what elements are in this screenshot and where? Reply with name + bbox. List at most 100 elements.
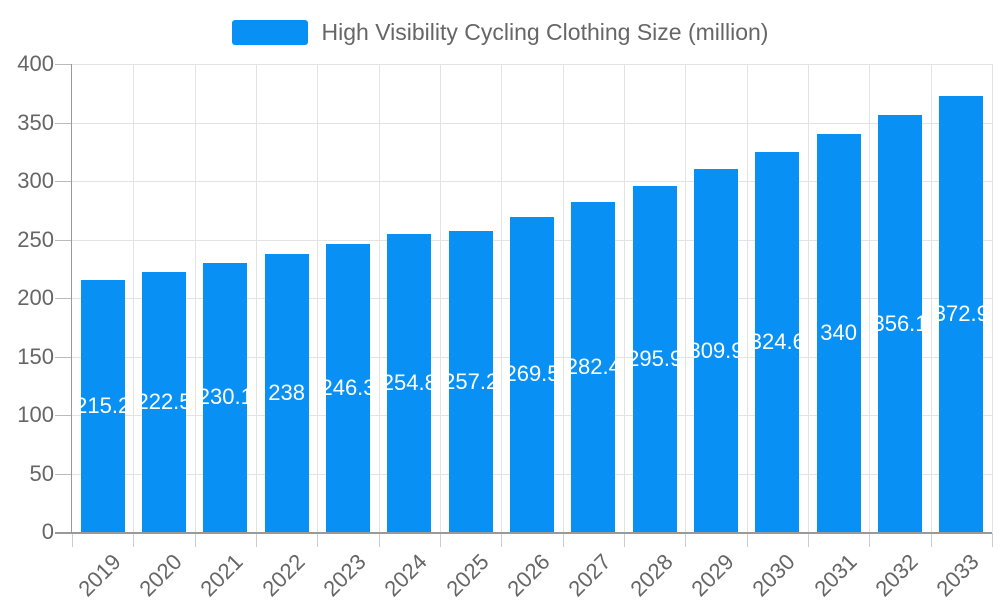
- x-gridline: [808, 64, 809, 532]
- bar[interactable]: 230.1: [203, 262, 248, 532]
- y-axis-tick-label: 350: [17, 109, 54, 135]
- x-axis-tick: [930, 533, 932, 547]
- bar[interactable]: 295.9: [632, 185, 677, 532]
- bar-value-label: 230.1: [203, 384, 248, 410]
- x-gridline: [624, 64, 625, 532]
- x-gridline: [746, 64, 748, 532]
- y-axis-line: [70, 64, 72, 532]
- legend-label: High Visibility Cycling Clothing Size (m…: [321, 19, 769, 45]
- x-axis-tick: [992, 533, 993, 547]
- bar[interactable]: 238: [264, 253, 309, 532]
- x-axis-category-label: 2027: [563, 549, 617, 600]
- bar[interactable]: 254.8: [387, 233, 432, 532]
- bar-value-label: 254.8: [387, 369, 432, 395]
- x-axis-category-label: 2029: [686, 549, 739, 600]
- x-axis-tick: [378, 533, 380, 547]
- x-gridline: [256, 64, 257, 532]
- bar-value-label: 269.5: [510, 361, 554, 387]
- bar[interactable]: 246.3: [326, 243, 370, 532]
- y-axis-tick-label: 100: [17, 402, 54, 427]
- x-gridline: [562, 64, 564, 532]
- y-axis-tick-label: 400: [17, 51, 54, 76]
- bar-value-label: 356.1: [878, 310, 922, 336]
- bar[interactable]: 257.2: [448, 231, 493, 532]
- bar-value-label: 246.3: [326, 374, 370, 400]
- x-axis-tick: [317, 533, 319, 547]
- bar-value-label: 257.2: [448, 368, 493, 394]
- x-gridline: [378, 64, 380, 532]
- x-gridline: [194, 64, 196, 532]
- legend-swatch-icon: [231, 19, 308, 45]
- x-axis-category-label: 2023: [318, 549, 371, 600]
- bar[interactable]: 356.1: [878, 115, 922, 532]
- y-axis-tick: [55, 415, 72, 416]
- y-axis-tick-label: 50: [29, 460, 54, 486]
- x-axis-tick: [72, 533, 73, 547]
- y-axis-tick-label: 300: [17, 168, 54, 193]
- bar-value-label: 309.9: [694, 337, 738, 363]
- y-axis-tick: [55, 181, 72, 182]
- bar-value-label: 295.9: [632, 345, 677, 371]
- bar[interactable]: 309.9: [694, 169, 738, 532]
- x-axis-category-label: 2025: [441, 549, 494, 600]
- x-axis-category-label: 2021: [195, 549, 249, 600]
- x-axis-tick: [869, 533, 871, 547]
- y-axis-tick: [55, 64, 72, 65]
- legend: High Visibility Cycling Clothing Size (m…: [0, 19, 1000, 45]
- bar[interactable]: 282.4: [571, 201, 616, 532]
- x-axis-tick: [133, 533, 135, 547]
- y-axis-tick: [55, 122, 72, 124]
- y-gridline: [72, 64, 992, 65]
- x-axis-tick: [440, 533, 441, 547]
- bar[interactable]: 269.5: [510, 216, 554, 532]
- x-axis-category-label: 2020: [134, 549, 187, 600]
- x-gridline: [930, 64, 932, 532]
- x-axis-tick: [624, 533, 625, 547]
- y-axis-tick: [55, 473, 72, 475]
- y-axis-tick: [55, 356, 72, 358]
- bar-value-label: 372.9: [939, 300, 984, 326]
- x-axis-category-label: 2022: [257, 549, 310, 600]
- x-axis-category-label: 2019: [73, 549, 126, 600]
- bar-value-label: 238: [268, 379, 306, 405]
- x-axis-tick: [562, 533, 564, 547]
- x-axis-tick: [256, 533, 257, 547]
- x-gridline: [869, 64, 871, 532]
- bar[interactable]: 372.9: [939, 95, 984, 532]
- x-axis-line: [55, 532, 992, 534]
- y-gridline: [72, 122, 992, 124]
- x-gridline: [317, 64, 319, 532]
- bar[interactable]: 324.6: [755, 152, 800, 532]
- x-axis-category-label: 2032: [870, 549, 923, 600]
- x-gridline: [440, 64, 441, 532]
- x-axis-tick: [501, 533, 503, 547]
- y-axis-tick: [55, 298, 72, 299]
- bar-value-label: 215.2: [80, 393, 125, 419]
- x-axis-category-label: 2028: [625, 549, 678, 600]
- x-axis-tick: [685, 533, 687, 547]
- bar-value-label: 222.5: [142, 388, 186, 414]
- y-gridline: [72, 181, 992, 182]
- x-axis-category-label: 2033: [931, 549, 985, 600]
- bar-value-label: 324.6: [755, 329, 800, 355]
- legend-item[interactable]: High Visibility Cycling Clothing Size (m…: [231, 19, 769, 45]
- x-gridline: [992, 64, 993, 532]
- y-axis-tick: [55, 239, 72, 241]
- y-axis-tick-label: 200: [17, 285, 54, 310]
- x-gridline: [685, 64, 687, 532]
- x-axis-tick: [194, 533, 196, 547]
- y-axis-tick-label: 0: [41, 519, 54, 544]
- bar-value-label: 282.4: [571, 353, 616, 379]
- bar-value-label: 340: [820, 320, 858, 346]
- bar[interactable]: 340: [816, 134, 861, 532]
- x-axis-category-label: 2024: [379, 549, 433, 600]
- x-axis-category-label: 2031: [809, 549, 862, 600]
- x-axis-tick: [808, 533, 809, 547]
- bar[interactable]: 222.5: [142, 271, 186, 532]
- bar[interactable]: 215.2: [80, 280, 125, 532]
- x-axis-category-label: 2026: [502, 549, 555, 600]
- x-gridline: [133, 64, 135, 532]
- y-axis-tick-label: 250: [17, 226, 54, 252]
- y-axis-tick-label: 150: [17, 343, 54, 369]
